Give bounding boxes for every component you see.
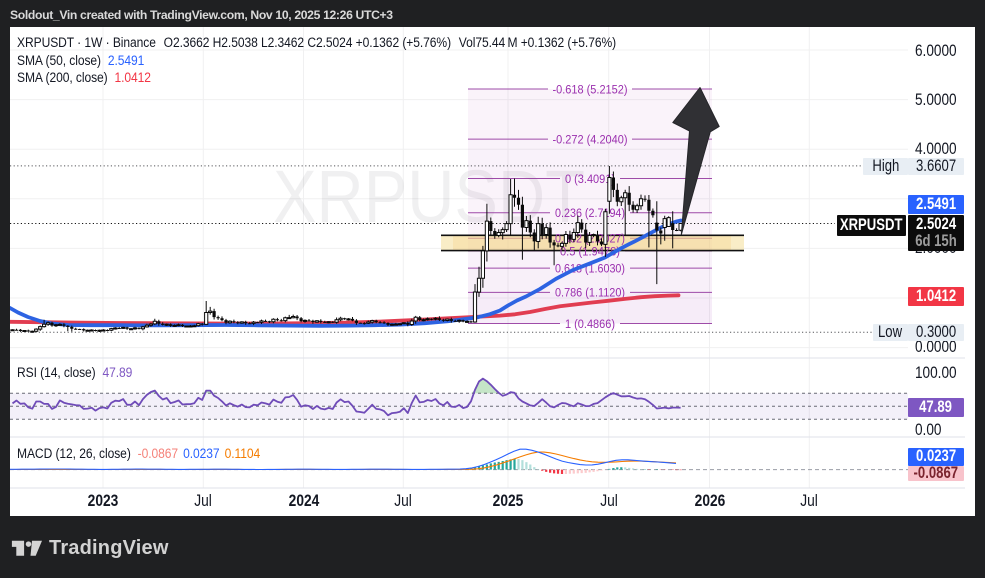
svg-text:XRPUSDT: XRPUSDT: [273, 155, 585, 238]
svg-text:-0.272 (4.2040): -0.272 (4.2040): [553, 132, 628, 146]
svg-text:1 (0.4866): 1 (0.4866): [565, 317, 615, 331]
svg-text:0 (3.4091): 0 (3.4091): [565, 172, 615, 186]
svg-text:-0.618 (5.2152): -0.618 (5.2152): [553, 82, 628, 96]
svg-text:0.5 (1.9478): 0.5 (1.9478): [560, 244, 620, 258]
svg-text:0.236 (2.7194): 0.236 (2.7194): [555, 206, 625, 220]
svg-text:0.786 (1.1120): 0.786 (1.1120): [555, 286, 625, 300]
